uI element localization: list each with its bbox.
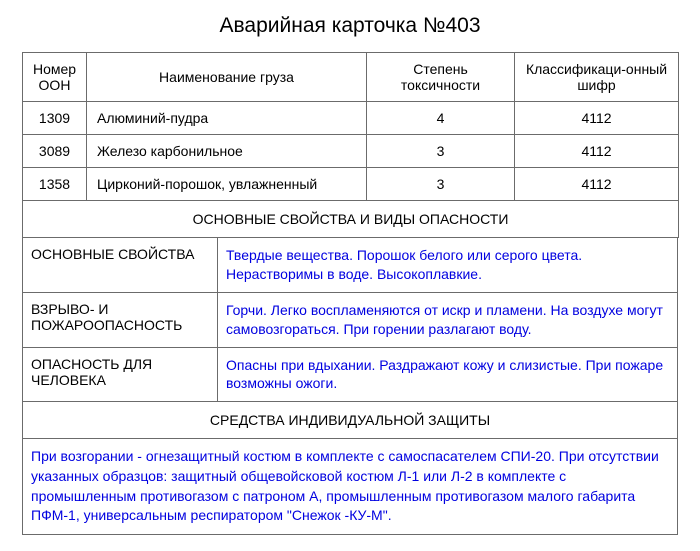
table-row: 1358 Цирконий-порошок, увлажненный 3 411… <box>23 168 679 201</box>
property-desc: Горчи. Легко воспламеняются от искр и пл… <box>218 292 678 347</box>
property-label: ОСНОВНЫЕ СВОЙСТВА <box>23 238 218 292</box>
section-header-row: СРЕДСТВА ИНДИВИДУАЛЬНОЙ ЗАЩИТЫ <box>23 402 678 439</box>
property-desc: Опасны при вдыхании. Раздражают кожу и с… <box>218 347 678 402</box>
col-header-tox: Степень токсичности <box>367 53 515 102</box>
protection-text: При возгорании - огнезащитный костюм в к… <box>23 439 678 534</box>
property-desc: Твердые вещества. Порошок белого или сер… <box>218 238 678 292</box>
cell-name: Алюминий-пудра <box>87 102 367 135</box>
table-row: 1309 Алюминий-пудра 4 4112 <box>23 102 679 135</box>
table-header-row: Номер ООН Наименование груза Степень ток… <box>23 53 679 102</box>
property-label: ВЗРЫВО- И ПОЖАРООПАСНОСТЬ <box>23 292 218 347</box>
cell-oon: 1358 <box>23 168 87 201</box>
cell-oon: 1309 <box>23 102 87 135</box>
cell-tox: 4 <box>367 102 515 135</box>
cell-oon: 3089 <box>23 135 87 168</box>
col-header-code: Классификаци-онный шифр <box>515 53 679 102</box>
page-title: Аварийная карточка №403 <box>22 14 678 38</box>
section-header-row: ОСНОВНЫЕ СВОЙСТВА И ВИДЫ ОПАСНОСТИ <box>23 201 679 238</box>
col-header-name: Наименование груза <box>87 53 367 102</box>
cell-tox: 3 <box>367 135 515 168</box>
property-label: ОПАСНОСТЬ ДЛЯ ЧЕЛОВЕКА <box>23 347 218 402</box>
table-row: 3089 Железо карбонильное 3 4112 <box>23 135 679 168</box>
property-row: ОПАСНОСТЬ ДЛЯ ЧЕЛОВЕКА Опасны при вдыхан… <box>23 347 678 402</box>
cell-name: Цирконий-порошок, увлажненный <box>87 168 367 201</box>
property-row: ВЗРЫВО- И ПОЖАРООПАСНОСТЬ Горчи. Легко в… <box>23 292 678 347</box>
properties-table: ОСНОВНЫЕ СВОЙСТВА Твердые вещества. Поро… <box>22 238 678 535</box>
cell-code: 4112 <box>515 168 679 201</box>
property-row: ОСНОВНЫЕ СВОЙСТВА Твердые вещества. Поро… <box>23 238 678 292</box>
section-properties-title: ОСНОВНЫЕ СВОЙСТВА И ВИДЫ ОПАСНОСТИ <box>23 201 679 238</box>
section-protection-title: СРЕДСТВА ИНДИВИДУАЛЬНОЙ ЗАЩИТЫ <box>23 402 678 439</box>
cell-tox: 3 <box>367 168 515 201</box>
cell-code: 4112 <box>515 102 679 135</box>
cell-name: Железо карбонильное <box>87 135 367 168</box>
protection-row: При возгорании - огнезащитный костюм в к… <box>23 439 678 534</box>
col-header-oon: Номер ООН <box>23 53 87 102</box>
emergency-card-table: Номер ООН Наименование груза Степень ток… <box>22 52 679 238</box>
cell-code: 4112 <box>515 135 679 168</box>
